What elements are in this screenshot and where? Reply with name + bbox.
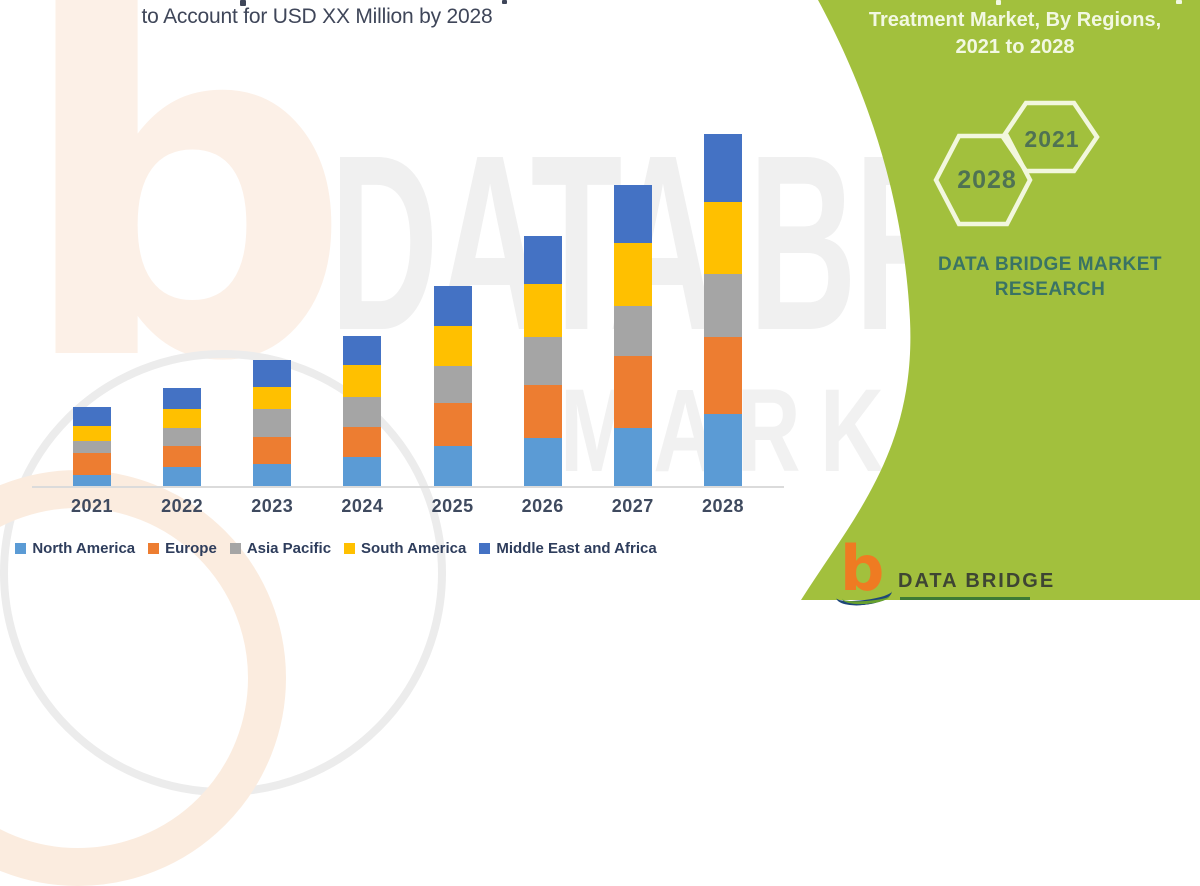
x-axis-label-2021: 2021 [70,496,114,516]
green-wave-panel [801,0,1200,600]
hexagon-year-2028: 2028 [957,166,1017,194]
bar-segment-asia-pacific [704,274,742,337]
legend-label: Middle East and Africa [496,540,657,557]
logo-text: DATA BRIDGE [898,570,1056,592]
legend-label: Europe [165,540,217,557]
bar-segment-north-america [613,428,652,486]
bar-segment-asia-pacific [433,366,472,403]
hexagon-2028-icon [933,133,1033,227]
x-axis-label-2022: 2022 [161,496,204,516]
bar-segment-asia-pacific [73,441,111,453]
bar-segment-south-america [163,409,202,428]
bar-segment-europe [163,446,202,467]
cropped-title-fragment [502,0,507,4]
bar-segment-europe [73,453,111,475]
bar-segment-europe [343,427,382,457]
bar-segment-europe [613,356,652,428]
bar-segment-europe [704,337,742,414]
bar-segment-south-america [523,284,562,337]
legend-item-asia-pacific: Asia Pacific [229,540,332,557]
bar-segment-asia-pacific [253,409,292,437]
bar-segment-north-america [343,457,382,486]
logo-green-bar [900,597,1030,600]
x-axis-line [32,486,784,488]
cropped-heading-fragment [1176,0,1182,4]
legend-swatch-icon [229,543,241,554]
bar-segment-europe [253,437,292,464]
side-panel-heading: Treatment Market, By Regions, 2021 to 20… [845,7,1185,61]
bar-segment-south-america [73,426,111,441]
legend-label: South America [361,540,467,557]
company-name-line2: RESEARCH [994,279,1106,300]
x-axis-label-2025: 2025 [431,496,474,516]
legend-swatch-icon [344,543,356,554]
side-panel-heading-line1: Treatment Market, By Regions, [868,9,1162,31]
bar-segment-south-america [433,326,472,366]
legend-item-middle-east-and-africa: Middle East and Africa [479,540,657,557]
company-name: DATA BRIDGE MARKET RESEARCH [908,252,1192,302]
logo-b-icon: b [840,532,885,605]
bar-segment-south-america [613,243,652,306]
legend-item-south-america: South America [344,540,466,557]
cropped-title-fragment [240,0,246,6]
bar-segment-asia-pacific [613,306,652,356]
legend-label: Asia Pacific [246,540,332,557]
legend-item-north-america: North America [15,540,135,557]
stacked-bar-plot: 2021 2022 2023 2024 2025 2026 2027 2028 [0,0,800,600]
bar-segment-middle-east-and-africa [343,336,382,365]
bar-segment-middle-east-and-africa [704,134,742,202]
bar-segment-south-america [253,387,292,409]
bar-segment-middle-east-and-africa [433,286,472,326]
bar-segment-asia-pacific [343,397,382,427]
chart-title: to Account for USD XX Million by 2028 [141,5,493,28]
bar-segment-middle-east-and-africa [163,388,202,409]
bar-segment-south-america [343,365,382,397]
bar-segment-asia-pacific [523,337,562,385]
side-panel-background [801,0,1200,600]
side-panel-heading-line2: 2021 to 2028 [955,36,1075,58]
bar-segment-middle-east-and-africa [523,236,562,284]
bar-segment-middle-east-and-africa [253,360,292,387]
legend-swatch-icon [148,543,160,554]
bar-segment-north-america [523,438,562,486]
x-axis-label-2026: 2026 [521,496,564,516]
bar-segment-asia-pacific [163,428,202,446]
legend-swatch-icon [15,543,27,554]
hexagon-year-2021: 2021 [1024,126,1080,152]
bar-segment-north-america [704,414,742,486]
chart-legend: North America Europe Asia Pacific South Ame… [0,540,672,557]
bar-segment-south-america [704,202,742,274]
x-axis-label-2023: 2023 [251,496,294,516]
x-axis-label-2028: 2028 [701,496,745,516]
x-axis-label-2024: 2024 [341,496,384,516]
hexagon-2021-icon [1000,100,1100,174]
legend-swatch-icon [479,543,491,554]
x-axis-label-2027: 2027 [611,496,654,516]
bar-segment-europe [523,385,562,438]
bar-segment-middle-east-and-africa [613,185,652,243]
legend-item-europe: Europe [148,540,217,557]
bar-segment-europe [433,403,472,446]
bar-segment-north-america [73,475,111,486]
bar-segment-middle-east-and-africa [73,407,111,426]
company-name-line1: DATA BRIDGE MARKET [938,254,1162,275]
bar-segment-north-america [163,467,202,486]
legend-label: North America [32,540,136,557]
bar-segment-north-america [433,446,472,486]
cropped-heading-fragment [996,0,1001,5]
data-bridge-logo: b DATA BRIDGE [834,538,1158,609]
bar-segment-north-america [253,464,292,486]
